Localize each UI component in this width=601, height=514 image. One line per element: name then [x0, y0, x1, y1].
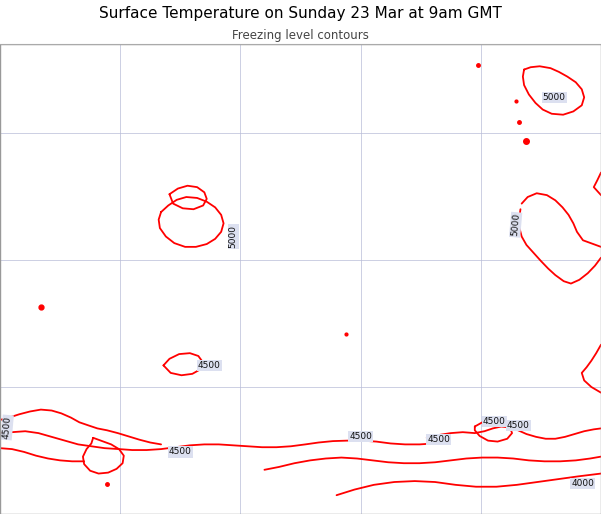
Text: 4500: 4500 — [507, 421, 529, 430]
Text: 5000: 5000 — [229, 225, 237, 248]
Text: 4500: 4500 — [2, 416, 13, 439]
Text: 4500: 4500 — [169, 447, 192, 456]
Text: 4000: 4000 — [572, 480, 594, 488]
Text: Surface Temperature on Sunday 23 Mar at 9am GMT: Surface Temperature on Sunday 23 Mar at … — [99, 7, 502, 22]
Text: 5000: 5000 — [510, 213, 521, 236]
Text: 4500: 4500 — [349, 432, 372, 441]
Text: 4500: 4500 — [427, 435, 450, 444]
Text: 4500: 4500 — [198, 361, 221, 370]
Text: Freezing level contours: Freezing level contours — [232, 29, 369, 42]
Text: 4500: 4500 — [483, 417, 505, 426]
Text: 5000: 5000 — [543, 93, 566, 102]
